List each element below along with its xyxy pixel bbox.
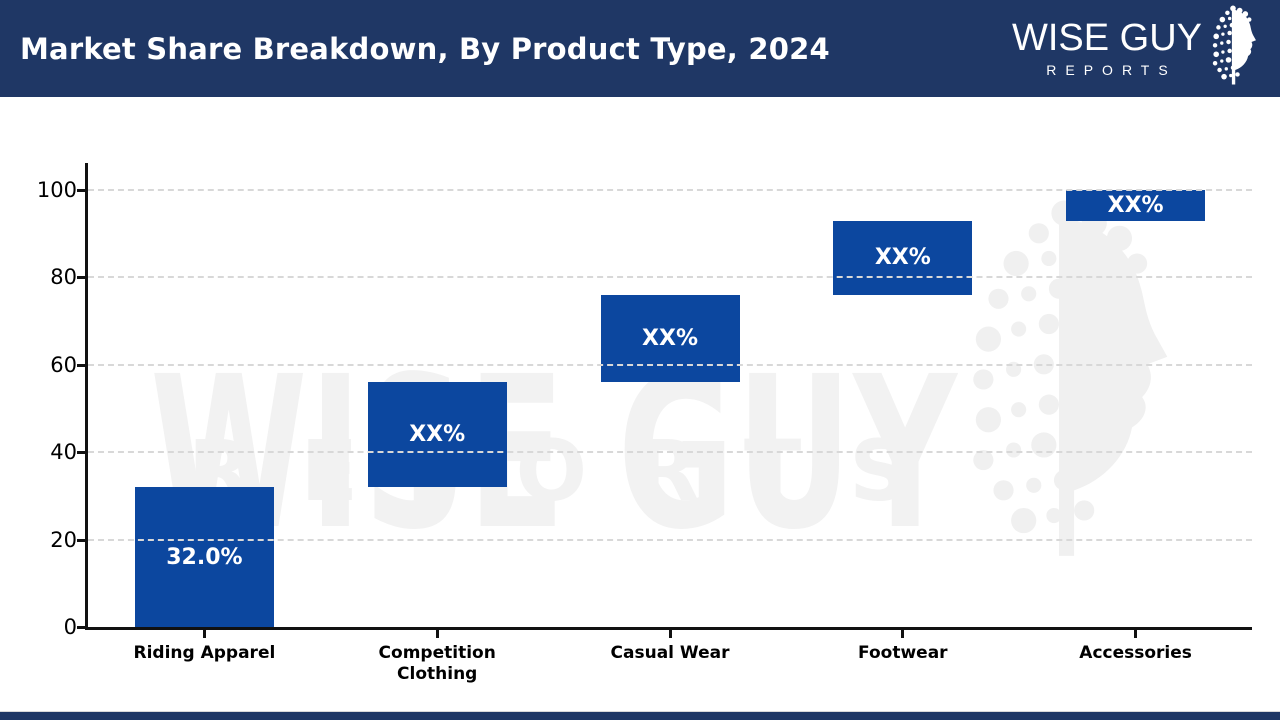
gridline [88, 363, 1252, 366]
bar-footwear: XX% [833, 220, 973, 295]
x-axis-tick [1134, 630, 1138, 638]
x-category-label: Accessories [1079, 643, 1192, 663]
logo-word: WISE GUY [1011, 17, 1202, 59]
chart-area: WISE GUY REPORTS 0 20 40 60 80 100 32.0% Riding… [0, 97, 1280, 712]
x-axis-tick [901, 630, 905, 638]
y-axis-tick [77, 451, 85, 455]
bar-value-label: XX% [1107, 192, 1164, 218]
logo-face-icon [1204, 5, 1262, 93]
gridline [88, 538, 1252, 541]
y-axis-tick [77, 189, 85, 192]
page-title: Market Share Breakdown, By Product Type,… [20, 31, 830, 66]
y-axis-tick [77, 276, 85, 280]
x-axis-line [85, 627, 1252, 630]
x-category-label: Competition Clothing [378, 643, 496, 684]
bar-value-label: 32.0% [166, 544, 243, 570]
gridline [88, 451, 1252, 454]
wise-guy-logo: WISE GUY REPORTS [1012, 5, 1262, 93]
bar-casual-wear: XX% [600, 294, 740, 383]
logo-wordmark: WISE GUY REPORTS [1012, 19, 1202, 78]
y-axis-tick-label: 80 [50, 265, 77, 290]
footer-bar [0, 712, 1280, 720]
watermark-wordmark: WISE GUY [150, 331, 959, 576]
x-category-label: Casual Wear [610, 643, 730, 663]
bar-value-label: XX% [874, 245, 931, 271]
gridline [88, 276, 1252, 279]
x-category-label: Footwear [858, 643, 948, 663]
x-axis-tick [202, 630, 206, 638]
watermark-face-icon [938, 192, 1190, 586]
y-axis-tick-label: 0 [63, 615, 77, 639]
logo-sub-word: REPORTS [1046, 62, 1177, 78]
y-axis-line [85, 163, 88, 630]
report-header: Market Share Breakdown, By Product Type,… [0, 0, 1280, 97]
footer-divider [0, 711, 1280, 712]
y-axis-tick-label: 60 [50, 352, 77, 377]
y-axis-tick [77, 363, 85, 367]
bar-accessories: XX% [1066, 190, 1206, 221]
y-axis-tick [77, 626, 85, 629]
bar-value-label: XX% [642, 326, 698, 352]
y-axis-tick-label: 40 [50, 440, 77, 465]
bar-value-label: XX% [409, 422, 466, 448]
y-axis-tick-label: 20 [50, 527, 77, 552]
y-axis-tick-label: 100 [36, 178, 77, 202]
bar-competition-clothing: XX% [367, 382, 507, 488]
x-category-label: Riding Apparel [133, 643, 276, 663]
bar-riding-apparel: 32.0% [134, 487, 274, 627]
watermark-sub-word: REPORTS [188, 422, 958, 520]
y-axis-tick [77, 538, 85, 542]
x-axis-tick [668, 630, 672, 638]
x-axis-tick [435, 630, 439, 638]
gridline [88, 189, 1252, 191]
